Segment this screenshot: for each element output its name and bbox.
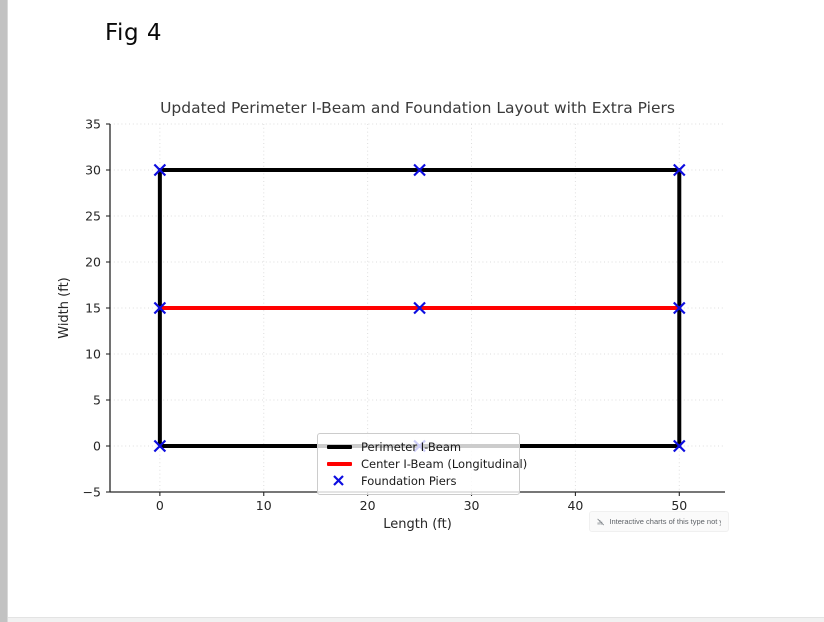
x-tick-label: 30 <box>464 498 480 513</box>
center-beam-line-sample <box>327 461 352 466</box>
pier-marker <box>153 163 167 177</box>
pier-marker <box>153 301 167 315</box>
y-tick-label: 15 <box>85 301 101 316</box>
unsupported-chart-icon <box>597 518 605 525</box>
pier-marker <box>153 439 167 453</box>
legend-label: Center I-Beam (Longitudinal) <box>361 456 528 471</box>
pier-marker <box>673 439 686 453</box>
figure-caption: Fig 4 <box>105 20 162 46</box>
x-tick-label: 0 <box>156 498 164 513</box>
pier-marker <box>413 163 426 177</box>
y-axis-label: Width (ft) <box>57 277 72 339</box>
pier-marker <box>673 301 686 315</box>
x-tick-label: 10 <box>256 498 272 513</box>
y-tick-label: 30 <box>85 163 101 178</box>
y-tick-label: 0 <box>93 439 101 454</box>
y-tick-label: 35 <box>85 117 101 132</box>
legend-item-perimeter: Perimeter I-Beam <box>327 439 510 454</box>
legend-item-center-beam: Center I-Beam (Longitudinal) <box>327 456 527 471</box>
x-axis-label: Length (ft) <box>383 517 452 532</box>
window-bottom-strip <box>8 617 824 622</box>
pier-marker <box>673 163 686 177</box>
x-tick-label: 50 <box>671 498 687 513</box>
y-tick-label: 5 <box>93 393 101 408</box>
legend-label: Foundation Piers <box>361 473 457 488</box>
y-tick-label: −5 <box>83 485 101 500</box>
legend-label: Perimeter I-Beam <box>361 439 462 454</box>
unsupported-chart-badge: Interactive charts of this type not yet … <box>589 511 729 532</box>
window-edge-strip <box>0 0 8 622</box>
y-tick-label: 10 <box>85 347 101 362</box>
pier-marker-sample <box>333 475 344 486</box>
x-tick-label: 20 <box>360 498 376 513</box>
pier-marker <box>413 301 426 315</box>
chart-legend: Perimeter I-Beam Center I-Beam (Longitud… <box>317 433 527 495</box>
badge-text: Interactive charts of this type not yet … <box>609 517 721 526</box>
perimeter-line-sample <box>327 444 352 449</box>
legend-item-piers: Foundation Piers <box>327 473 510 488</box>
x-tick-label: 40 <box>567 498 583 513</box>
y-tick-label: 20 <box>85 255 101 270</box>
chart-title: Updated Perimeter I-Beam and Foundation … <box>160 99 675 117</box>
y-tick-label: 25 <box>85 209 101 224</box>
